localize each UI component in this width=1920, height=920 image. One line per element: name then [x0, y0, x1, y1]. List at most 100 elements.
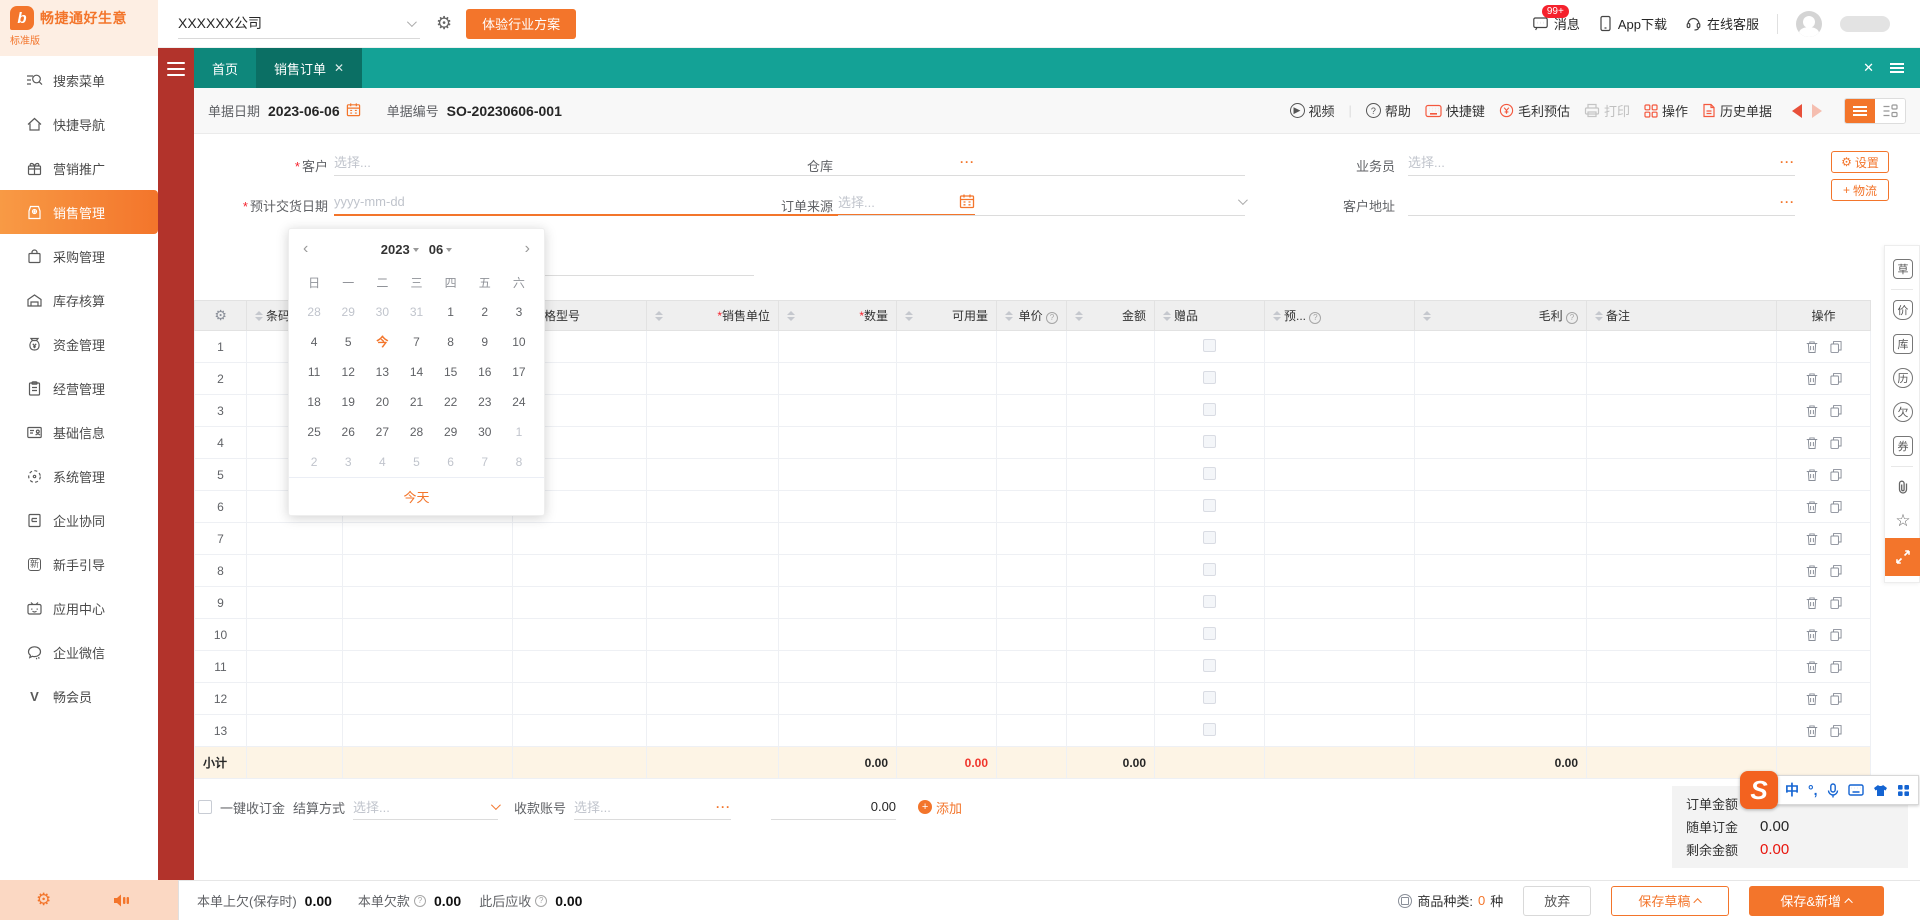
table-cell[interactable]	[1264, 426, 1415, 459]
copy-row-icon[interactable]	[1829, 500, 1843, 514]
gift-checkbox[interactable]	[1203, 338, 1216, 352]
sidebar-item-member[interactable]: V 畅会员	[0, 674, 158, 718]
table-cell[interactable]	[996, 458, 1067, 491]
history-tool-button[interactable]: 历	[1885, 361, 1920, 395]
table-cell[interactable]	[778, 458, 897, 491]
delete-row-icon[interactable]	[1805, 724, 1819, 738]
history-docs-button[interactable]: 历史单据	[1702, 101, 1772, 120]
table-cell[interactable]	[342, 522, 513, 555]
copy-row-icon[interactable]	[1829, 660, 1843, 674]
coupon-tool-button[interactable]: 券	[1885, 429, 1920, 463]
day-cell[interactable]: 21	[409, 395, 424, 409]
sort-icon[interactable]	[787, 310, 795, 321]
account-field[interactable]: 选择... ···	[574, 794, 732, 820]
sidebar-item-quick-nav[interactable]: 快捷导航	[0, 102, 158, 146]
table-cell[interactable]	[1586, 682, 1777, 715]
salesman-field[interactable]: 选择... ···	[1408, 148, 1795, 176]
table-cell[interactable]	[512, 650, 647, 683]
menu-collapse-strip[interactable]	[158, 48, 194, 880]
table-cell[interactable]	[778, 554, 897, 587]
sidebar-item-app-center[interactable]: 应用中心	[0, 586, 158, 630]
table-cell[interactable]	[778, 330, 897, 363]
table-cell[interactable]	[1066, 394, 1155, 427]
delivery-date-field[interactable]: yyyy-mm-dd	[334, 188, 975, 216]
sort-icon[interactable]	[1423, 310, 1431, 321]
table-cell[interactable]	[996, 650, 1067, 683]
save-draft-button[interactable]: 保存草稿	[1611, 885, 1730, 916]
table-cell[interactable]	[1586, 586, 1777, 619]
sort-icon[interactable]	[655, 310, 663, 321]
copy-row-icon[interactable]	[1829, 404, 1843, 418]
more-icon[interactable]: ···	[960, 154, 975, 169]
table-cell[interactable]	[512, 618, 647, 651]
gift-checkbox[interactable]	[1203, 530, 1216, 544]
table-cell[interactable]	[342, 682, 513, 715]
table-cell[interactable]	[896, 618, 997, 651]
table-cell[interactable]	[1414, 586, 1587, 619]
gift-checkbox[interactable]	[1203, 370, 1216, 384]
table-cell[interactable]	[996, 426, 1067, 459]
table-cell[interactable]	[1264, 618, 1415, 651]
more-icon[interactable]: ···	[1780, 154, 1795, 169]
delete-row-icon[interactable]	[1805, 404, 1819, 418]
table-cell[interactable]	[646, 522, 779, 555]
table-cell[interactable]	[246, 618, 343, 651]
table-cell[interactable]	[1586, 650, 1777, 683]
mic-icon[interactable]	[1827, 782, 1839, 798]
save-and-new-button[interactable]: 保存&新增	[1749, 885, 1884, 916]
copy-row-icon[interactable]	[1829, 436, 1843, 450]
gift-checkbox[interactable]	[1203, 690, 1216, 704]
table-cell[interactable]	[896, 586, 997, 619]
copy-row-icon[interactable]	[1829, 628, 1843, 642]
table-cell[interactable]	[1066, 458, 1155, 491]
gear-icon[interactable]: ⚙	[436, 13, 453, 33]
shirt-icon[interactable]	[1873, 784, 1888, 797]
table-cell[interactable]	[342, 586, 513, 619]
table-cell[interactable]	[1414, 458, 1587, 491]
day-cell[interactable]: 5	[344, 335, 352, 349]
order-source-field[interactable]: 选择...	[838, 188, 1248, 216]
table-cell[interactable]	[996, 618, 1067, 651]
table-cell[interactable]	[1066, 490, 1155, 523]
table-cell[interactable]	[646, 362, 779, 395]
table-cell[interactable]	[778, 362, 897, 395]
copy-row-icon[interactable]	[1829, 532, 1843, 546]
expand-button[interactable]	[1885, 538, 1920, 576]
delete-row-icon[interactable]	[1805, 692, 1819, 706]
avatar[interactable]	[1796, 10, 1822, 37]
day-cell[interactable]: 22	[443, 395, 458, 409]
gift-checkbox[interactable]	[1203, 434, 1216, 448]
year-select[interactable]: 2023	[381, 242, 419, 257]
company-select[interactable]: XXXXXX公司	[178, 9, 420, 39]
table-cell[interactable]	[1264, 330, 1415, 363]
sidebar-item-basic-info[interactable]: 基础信息	[0, 410, 158, 454]
copy-row-icon[interactable]	[1829, 692, 1843, 706]
table-cell[interactable]	[512, 586, 647, 619]
gift-checkbox[interactable]	[1203, 402, 1216, 416]
day-cell[interactable]: 10	[512, 335, 526, 349]
table-cell[interactable]	[1414, 330, 1587, 363]
table-cell[interactable]	[1066, 586, 1155, 619]
day-cell[interactable]: 8	[447, 335, 454, 349]
tab-list-icon[interactable]	[1890, 61, 1904, 75]
sidebar-item-system[interactable]: 系统管理	[0, 454, 158, 498]
copy-row-icon[interactable]	[1829, 724, 1843, 738]
table-cell[interactable]	[996, 586, 1067, 619]
table-cell[interactable]	[778, 714, 897, 747]
table-cell[interactable]	[1586, 330, 1777, 363]
table-cell[interactable]	[1066, 714, 1155, 747]
delete-row-icon[interactable]	[1805, 660, 1819, 674]
table-cell[interactable]	[1414, 714, 1587, 747]
sidebar-item-wecom[interactable]: 企业微信	[0, 630, 158, 674]
today-button[interactable]: 今天	[403, 490, 430, 505]
col-header-7[interactable]: 单价 ?	[996, 300, 1067, 331]
settle-method-field[interactable]: 选择...	[353, 794, 501, 820]
delete-row-icon[interactable]	[1805, 596, 1819, 610]
table-cell[interactable]	[1264, 586, 1415, 619]
sidebar-item-operations[interactable]: 经营管理	[0, 366, 158, 410]
day-cell[interactable]: 28	[409, 425, 424, 439]
operate-button[interactable]: 操作	[1644, 101, 1688, 120]
day-cell[interactable]: 9	[481, 335, 489, 349]
table-cell[interactable]	[646, 682, 779, 715]
table-cell[interactable]	[896, 682, 997, 715]
